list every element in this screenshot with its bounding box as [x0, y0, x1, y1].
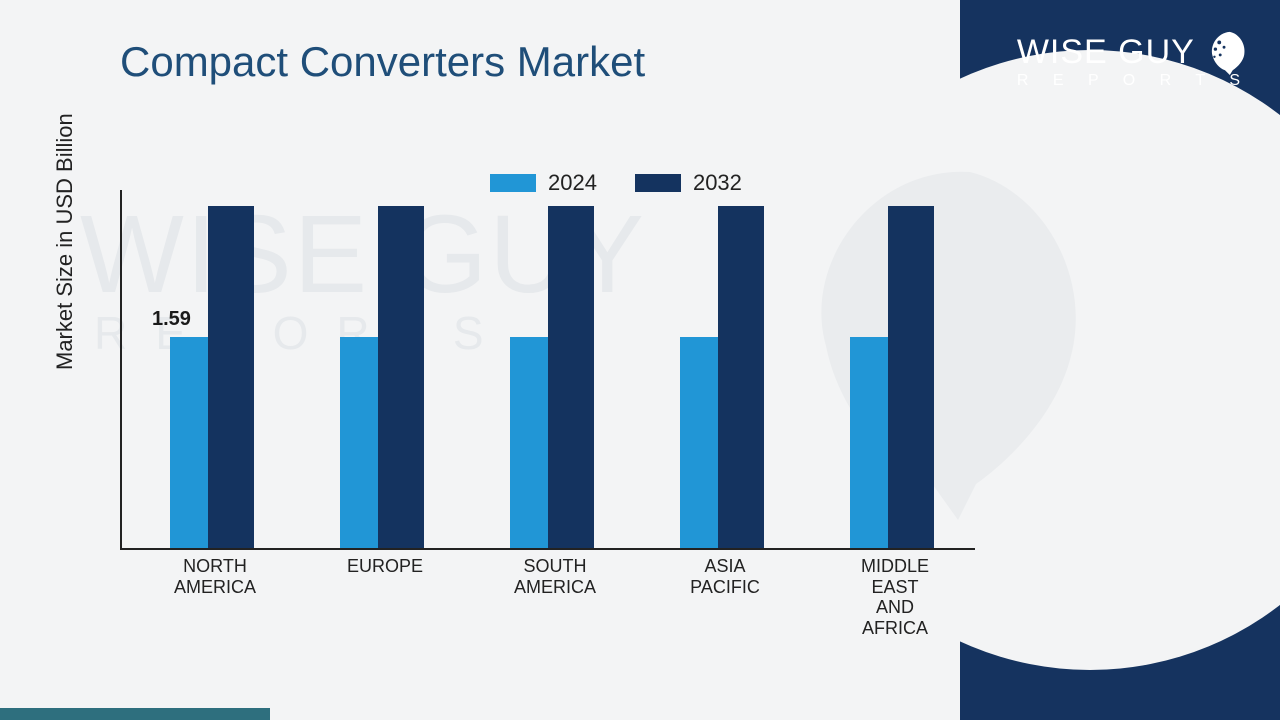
legend-swatch-2032: [635, 174, 681, 192]
page-title: Compact Converters Market: [120, 38, 645, 86]
category-label: ASIAPACIFIC: [650, 556, 800, 597]
category-label: EUROPE: [310, 556, 460, 577]
legend-swatch-2024: [490, 174, 536, 192]
bar-2032: [888, 206, 934, 548]
category-label: NORTHAMERICA: [140, 556, 290, 597]
plot-area: 1.59: [120, 190, 975, 550]
legend-label-2024: 2024: [548, 170, 597, 196]
bar-2032: [548, 206, 594, 548]
legend-item-2032: 2032: [635, 170, 742, 196]
bar-2032: [378, 206, 424, 548]
logo-sub-text: R E P O R T S: [1017, 72, 1250, 90]
chart-legend: 2024 2032: [490, 170, 742, 196]
logo-main-text: WISE GUY: [1017, 33, 1195, 72]
bar-2032: [718, 206, 764, 548]
bar-chart: Market Size in USD Billion 1.59 NORTHAME…: [60, 170, 960, 640]
bar-2032: [208, 206, 254, 548]
page-root: Compact Converters Market WISE GUY R E P…: [0, 0, 1280, 720]
category-label: MIDDLEEASTANDAFRICA: [820, 556, 970, 639]
brand-logo: WISE GUY R E P O R T S: [1017, 28, 1250, 90]
y-axis-label: Market Size in USD Billion: [52, 113, 78, 370]
logo-head-icon: [1201, 28, 1249, 76]
legend-label-2032: 2032: [693, 170, 742, 196]
category-label: SOUTHAMERICA: [480, 556, 630, 597]
bar-value-label: 1.59: [152, 308, 191, 331]
y-axis-line: [120, 190, 122, 548]
decorative-bottom-bar: [0, 708, 270, 720]
legend-item-2024: 2024: [490, 170, 597, 196]
